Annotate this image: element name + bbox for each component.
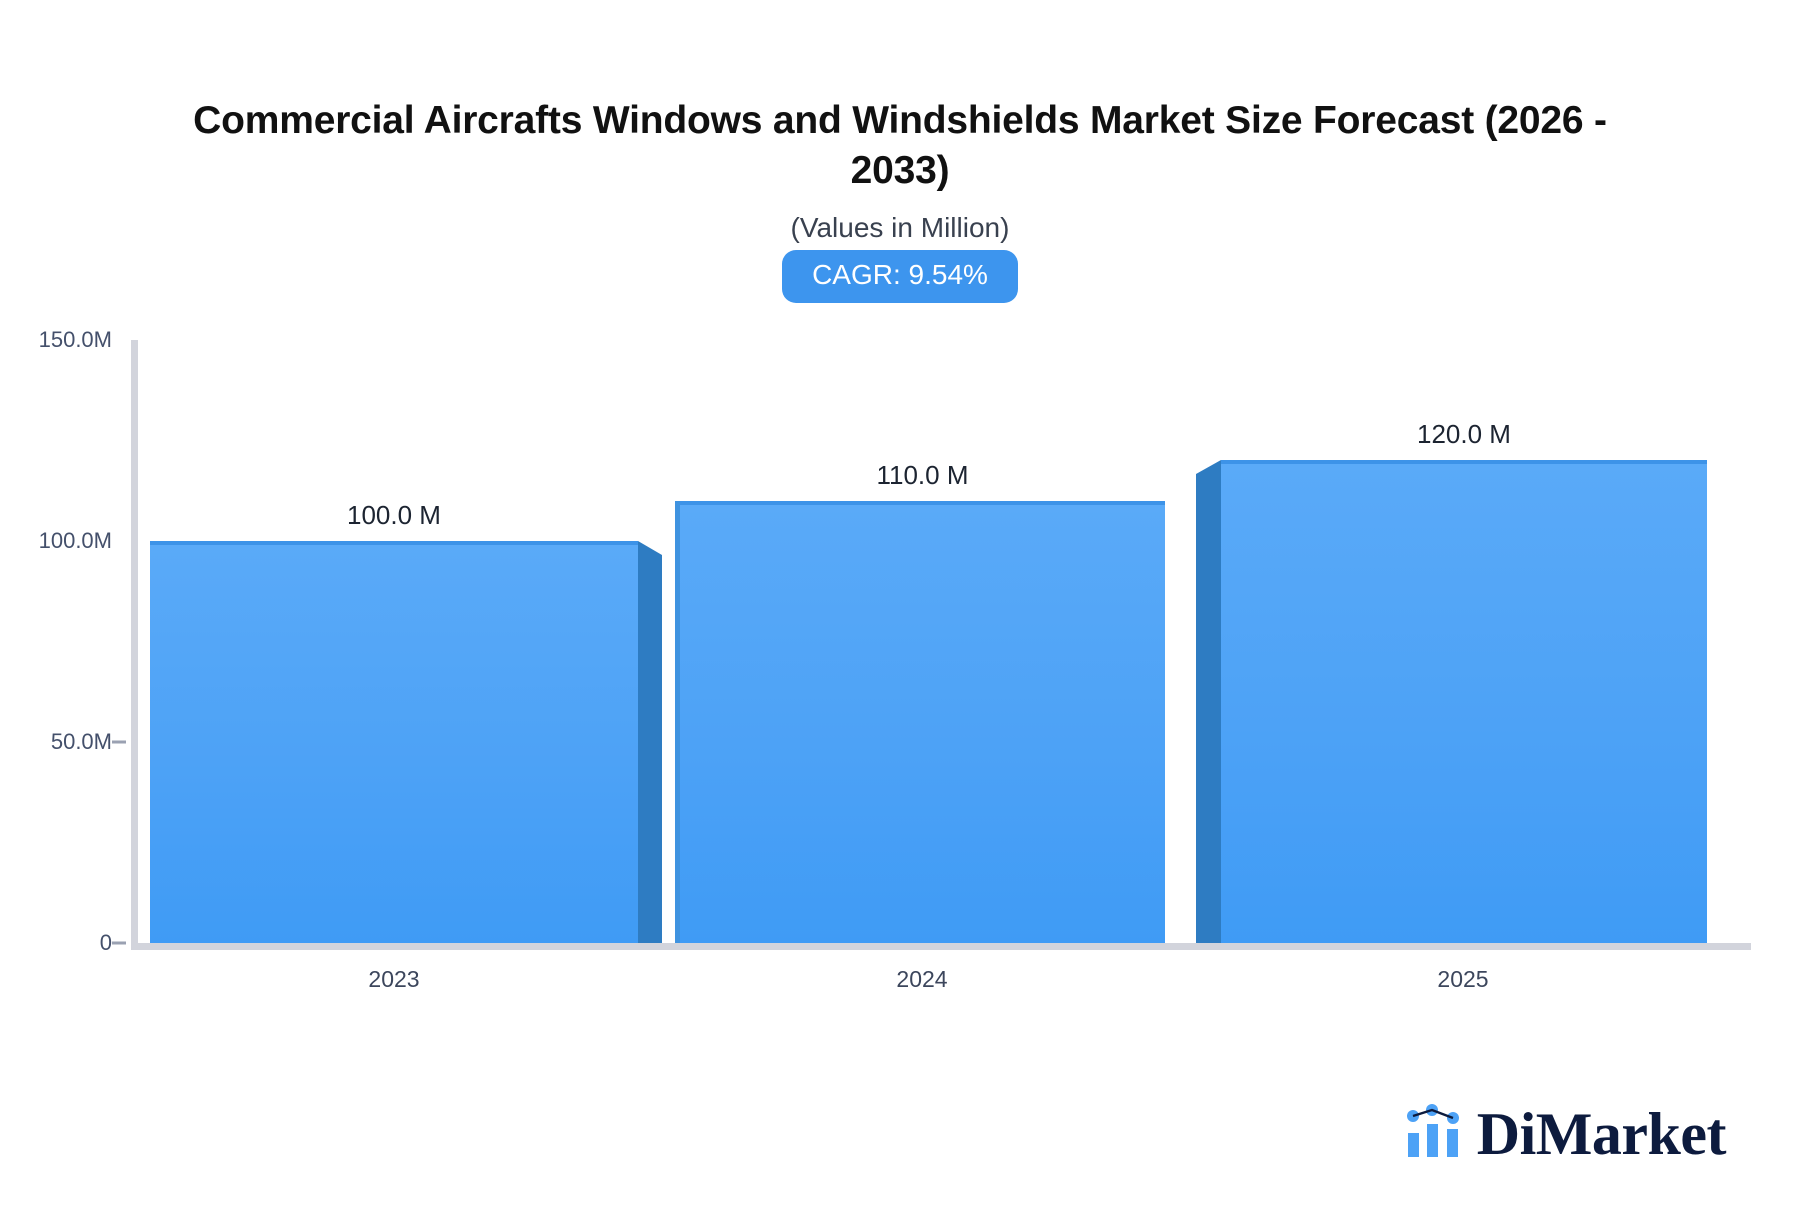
- bar-2025-face: [1221, 460, 1707, 943]
- cagr-badge: CAGR: 9.54%: [782, 249, 1018, 303]
- cagr-badge-container: CAGR: 9.54%: [0, 249, 1800, 303]
- y-axis-line: [131, 340, 138, 950]
- bar-2023-face: [150, 541, 638, 943]
- bar-2023-right-face: [638, 555, 662, 943]
- y-tick-label-50m: 50.0M: [50, 729, 112, 754]
- chart-subtitle: (Values in Million): [790, 211, 1010, 243]
- bar-2023-top-bevel: [638, 541, 662, 555]
- y-tick-label-100m: 100.0M: [38, 528, 112, 553]
- bar-2024-face: [680, 501, 1165, 943]
- bar-2024-value-label: 110.0 M: [876, 460, 969, 490]
- logo-text: DiMarket: [1476, 1100, 1727, 1167]
- bar-2025-left-face: [1196, 474, 1221, 943]
- x-tick-label-2025: 2025: [1437, 966, 1489, 992]
- y-tick-label-0: 0: [99, 930, 112, 955]
- bar-2025-value-label: 120.0 M: [1417, 419, 1511, 449]
- bar-2025-top-bevel: [1196, 460, 1221, 474]
- bar-2023-value-label: 100.0 M: [347, 500, 441, 530]
- x-tick-label-2024: 2024: [896, 966, 948, 992]
- brand-logo: DiMarket: [1405, 1100, 1727, 1167]
- chart-header: Commercial Aircrafts Windows and Windshi…: [0, 0, 1800, 303]
- bar-2025-top-edge: [1221, 460, 1707, 464]
- bar-chart-icon: [1405, 1103, 1463, 1164]
- y-tick-label-150m: 150.0M: [38, 327, 112, 352]
- y-tick-dash-0: [112, 941, 126, 945]
- page-title: Commercial Aircrafts Windows and Windshi…: [193, 99, 1607, 192]
- x-tick-label-2023: 2023: [368, 966, 420, 992]
- bar-2024-top-edge: [680, 501, 1165, 505]
- bar-2024-left-face: [675, 501, 680, 943]
- y-tick-dash-50m: [112, 740, 126, 744]
- bar-2023-top-edge: [150, 541, 638, 545]
- chart-plot-area: 150.0M 100.0M 50.0M 0 100.0 M 2023 110.0…: [0, 327, 1800, 992]
- x-axis-line: [131, 943, 1751, 950]
